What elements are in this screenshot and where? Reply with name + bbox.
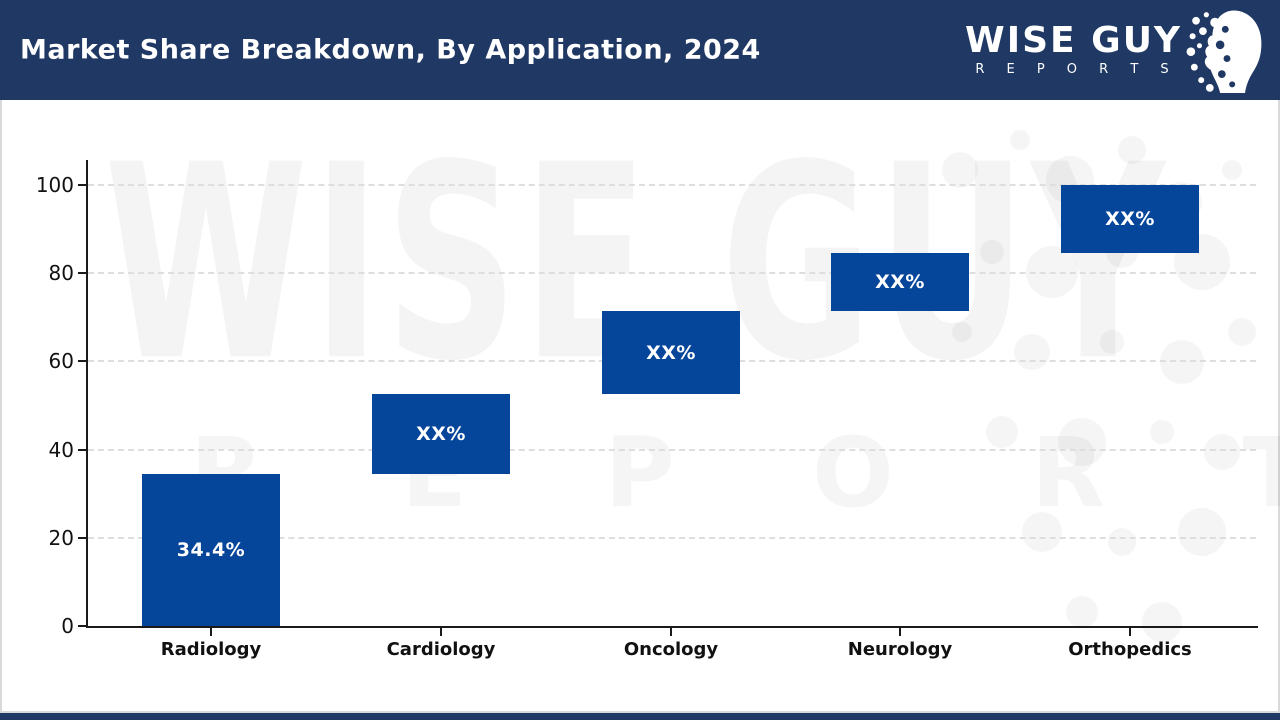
gridline-20 <box>88 536 1256 539</box>
y-tick-label-20: 20 <box>48 525 74 550</box>
logo-text: WISE GUY R E P O R T S <box>964 20 1182 78</box>
y-tick-mark-60 <box>78 360 86 363</box>
x-tick-label-cardiology: Cardiology <box>386 639 496 660</box>
watermark-text-reports: R E P O R T S <box>190 425 1280 521</box>
x-tick-mark-cardiology <box>440 628 442 636</box>
footer-bar <box>0 713 1280 720</box>
bar-neurology: XX% <box>831 253 969 311</box>
logo-wordmark: WISE GUY <box>964 20 1182 61</box>
gridline-100 <box>88 184 1256 186</box>
y-tick-mark-40 <box>78 448 86 451</box>
bar-value-label: 34.4% <box>176 539 246 562</box>
x-tick-mark-orthopedics <box>1129 628 1131 636</box>
y-tick-mark-20 <box>78 536 86 539</box>
x-tick-label-oncology: Oncology <box>623 639 719 660</box>
bar-value-label: XX% <box>416 423 466 446</box>
bar-cardiology: XX% <box>372 394 510 475</box>
bar-radiology: 34.4% <box>142 474 280 626</box>
y-tick-label-0: 0 <box>61 614 74 638</box>
y-tick-mark-80 <box>78 272 86 275</box>
x-tick-mark-radiology <box>210 628 212 636</box>
y-tick-mark-100 <box>78 184 86 186</box>
logo-face-icon <box>1186 10 1262 93</box>
header-banner: Market Share Breakdown, By Application, … <box>0 0 1280 100</box>
bar-oncology: XX% <box>602 310 740 395</box>
y-tick-label-40: 40 <box>48 437 74 462</box>
gridline-80 <box>88 272 1256 275</box>
y-tick-label-80: 80 <box>48 261 74 286</box>
x-tick-mark-oncology <box>670 628 672 636</box>
chart-plot-area: 0 20 40 60 80 100 34.4% Radiology XX% Cardiology X… <box>0 100 1280 713</box>
x-axis-line <box>86 626 1258 628</box>
x-tick-label-neurology: Neurology <box>847 639 953 660</box>
y-tick-mark-0 <box>78 625 86 627</box>
bar-value-label: XX% <box>646 341 696 364</box>
y-axis-line <box>86 160 88 628</box>
bar-value-label: XX% <box>875 271 925 293</box>
bar-orthopedics: XX% <box>1061 185 1199 254</box>
logo-subtitle: R E P O R T S <box>975 62 1178 77</box>
wise-guy-reports-logo: WISE GUY R E P O R T S <box>965 6 1270 94</box>
y-tick-label-100: 100 <box>35 173 74 197</box>
gridline-40 <box>88 448 1256 451</box>
x-tick-label-radiology: Radiology <box>160 639 262 660</box>
page-title: Market Share Breakdown, By Application, … <box>20 34 761 66</box>
x-tick-label-orthopedics: Orthopedics <box>1068 639 1192 660</box>
bar-value-label: XX% <box>1105 208 1155 231</box>
x-tick-mark-neurology <box>899 628 901 636</box>
y-tick-label-60: 60 <box>48 349 74 374</box>
